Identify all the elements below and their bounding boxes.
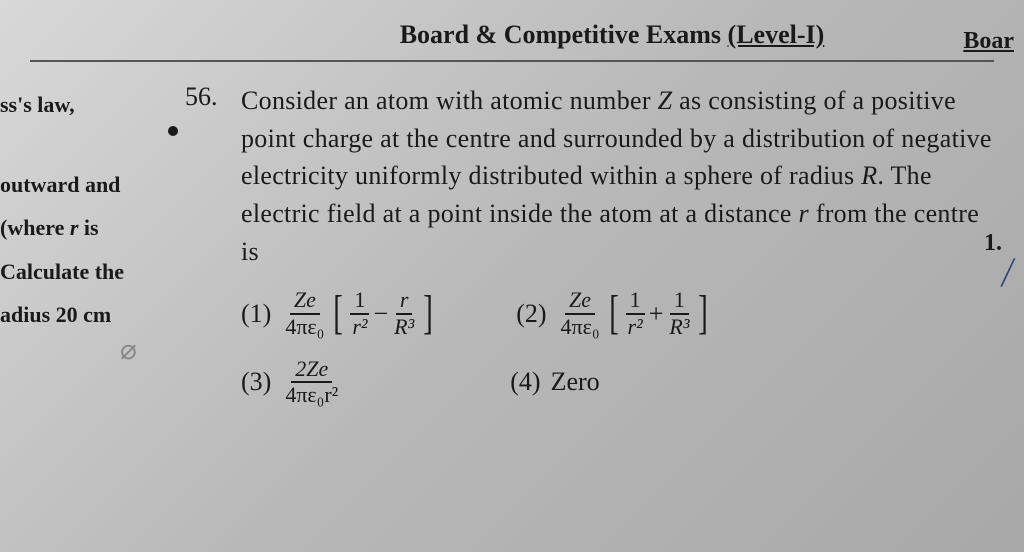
opt2-coef-num: Ze — [565, 288, 595, 314]
opt1-t1-num: 1 — [350, 288, 369, 314]
margin-line-4: Calculate the — [0, 252, 150, 292]
opt2-coef-den: 4πε₀ — [557, 315, 604, 339]
opt1-coef-den: 4πε₀ — [281, 315, 328, 339]
opt1-t2-num: r — [396, 288, 413, 314]
options-row-1: (1) Ze 4πε₀ [ 1 r² − r — [241, 288, 994, 338]
margin-line-5: adius 20 cm — [0, 295, 150, 335]
opt2-t1-den: r² — [624, 315, 647, 339]
margin-line-3: (where r is — [0, 208, 150, 248]
margin-line-1: ss's law, — [0, 85, 150, 125]
opt1-coef-num: Ze — [290, 288, 320, 314]
margin-line-2: outward and — [0, 165, 150, 205]
option-3: (3) 2Ze 4πε₀r² — [241, 357, 342, 407]
horizontal-divider — [30, 60, 994, 62]
checkmark-icon: ⟋ — [992, 253, 1023, 296]
swirl-mark-icon: ⌀ — [120, 333, 137, 367]
question-block: 56. Consider an atom with atomic number … — [185, 82, 994, 407]
option-4-label: (4) — [510, 367, 540, 397]
option-1: (1) Ze 4πε₀ [ 1 r² − r — [241, 288, 436, 338]
page-header: Board & Competitive Exams (Level-I) — [30, 20, 994, 50]
opt2-t1-num: 1 — [626, 288, 645, 314]
header-right-cutoff: Boar — [963, 28, 1014, 55]
opt1-t2-den: R³ — [390, 315, 418, 339]
option-2: (2) Ze 4πε₀ [ 1 r² + 1 — [516, 288, 711, 338]
left-margin-text: ss's law, outward and (where r is Calcul… — [0, 85, 150, 339]
opt3-coef-num: 2Ze — [291, 357, 332, 383]
opt3-coef-den: 4πε₀r² — [281, 383, 342, 407]
header-title-right: (Level-I) — [728, 20, 825, 49]
opt1-t1-den: r² — [348, 315, 371, 339]
option-4: (4) Zero — [510, 367, 599, 397]
option-2-label: (2) — [516, 299, 546, 329]
question-number: 56. — [185, 82, 229, 407]
option-3-label: (3) — [241, 367, 271, 397]
header-title-left: Board & Competitive Exams — [400, 20, 721, 49]
bullet-icon — [168, 126, 178, 136]
question-text: Consider an atom with atomic number Z as… — [241, 82, 994, 270]
opt1-operator: − — [374, 299, 389, 329]
opt2-t2-num: 1 — [670, 288, 689, 314]
option-1-label: (1) — [241, 299, 271, 329]
options-row-2: (3) 2Ze 4πε₀r² (4) Zero — [241, 357, 994, 407]
right-margin-number: 1. — [984, 230, 1002, 257]
opt2-t2-den: R³ — [665, 315, 693, 339]
option-4-text: Zero — [551, 367, 600, 397]
opt2-operator: + — [649, 299, 664, 329]
